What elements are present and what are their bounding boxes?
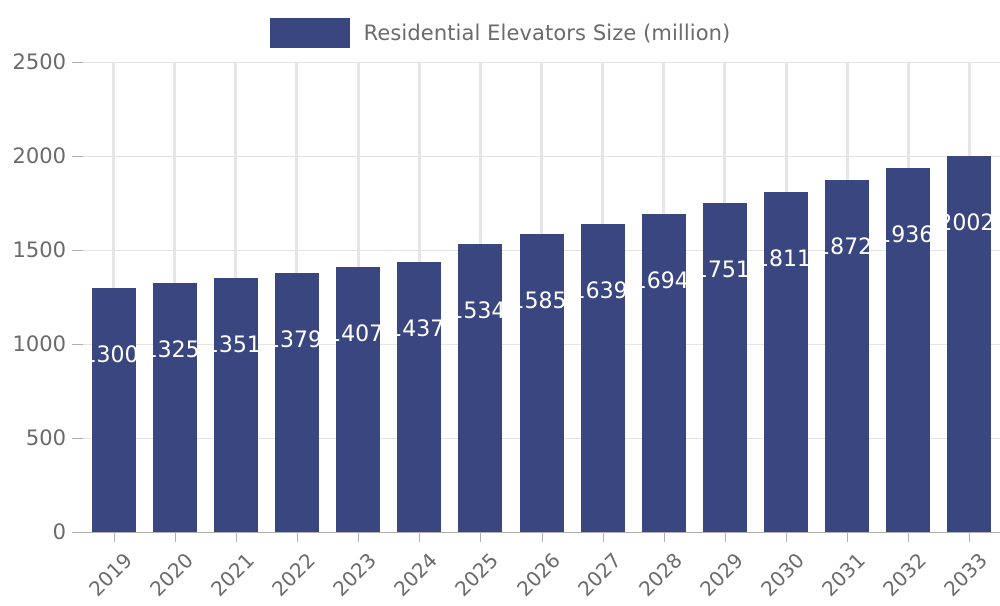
x-axis-label: 2019: [83, 548, 137, 601]
bar[interactable]: [213, 278, 258, 532]
y-axis-tick: [72, 250, 83, 251]
x-axis-tick: [786, 533, 788, 542]
x-axis-label: 2031: [817, 548, 871, 601]
bar[interactable]: [274, 272, 319, 532]
x-axis-tick: [663, 533, 665, 542]
bar[interactable]: [580, 223, 625, 532]
y-axis-tick: [72, 438, 83, 439]
x-axis-tick: [969, 533, 971, 542]
y-axis-label: 1500: [12, 238, 66, 262]
bar[interactable]: [397, 261, 442, 532]
y-axis-label: 1000: [12, 332, 66, 356]
y-axis-label: 2000: [12, 144, 66, 168]
x-axis-label: 2029: [694, 548, 748, 601]
x-axis-tick: [908, 533, 910, 542]
y-axis-label: 0: [52, 520, 66, 544]
bar[interactable]: [886, 168, 931, 532]
x-axis-label: 2021: [205, 548, 259, 601]
x-axis-tick: [174, 533, 176, 542]
x-axis-tick: [358, 533, 360, 542]
bar[interactable]: [152, 282, 197, 532]
x-axis-tick: [724, 533, 726, 542]
bar[interactable]: [641, 213, 686, 532]
y-axis-label: 500: [25, 426, 66, 450]
bar[interactable]: [702, 202, 747, 532]
x-axis-label: 2032: [878, 548, 932, 601]
y-axis-tick: [72, 156, 83, 157]
x-axis-label: 2026: [511, 548, 565, 601]
bar[interactable]: [91, 287, 136, 532]
x-axis-tick: [235, 533, 237, 542]
y-axis-label: 2500: [12, 50, 66, 74]
bar[interactable]: [519, 234, 564, 532]
x-axis-tick: [419, 533, 421, 542]
bar[interactable]: [458, 243, 503, 532]
x-axis-tick: [847, 533, 849, 542]
legend-swatch-residential-elevators: [269, 18, 350, 48]
x-axis-line: [83, 532, 1000, 533]
legend-label-residential-elevators: Residential Elevators Size (million): [363, 21, 731, 45]
bar[interactable]: [336, 267, 381, 532]
x-axis-label: 2025: [450, 548, 504, 601]
bar[interactable]: [825, 180, 870, 532]
x-axis-label: 2028: [633, 548, 687, 601]
x-axis-tick: [296, 533, 298, 542]
x-axis-tick: [602, 533, 604, 542]
x-axis-label: 2033: [939, 548, 993, 601]
x-axis-label: 2023: [328, 548, 382, 601]
y-axis-tick: [72, 344, 83, 345]
bar[interactable]: [947, 155, 992, 532]
x-axis-label: 2027: [572, 548, 626, 601]
plot-area: 1300.1325.1351.1379.1407.1437.1534.1585.…: [83, 62, 1000, 533]
y-axis-tick: [72, 62, 83, 63]
x-axis-label: 2030: [756, 548, 810, 601]
x-axis-label: 2020: [144, 548, 198, 601]
bar[interactable]: [764, 191, 809, 532]
x-axis-tick: [480, 533, 482, 542]
chart-legend: Residential Elevators Size (million): [0, 10, 1000, 56]
x-axis-label: 2024: [389, 548, 443, 601]
y-axis-tick: [72, 532, 83, 533]
x-axis-tick: [113, 533, 115, 542]
x-axis-tick: [541, 533, 543, 542]
x-axis-label: 2022: [266, 548, 320, 601]
